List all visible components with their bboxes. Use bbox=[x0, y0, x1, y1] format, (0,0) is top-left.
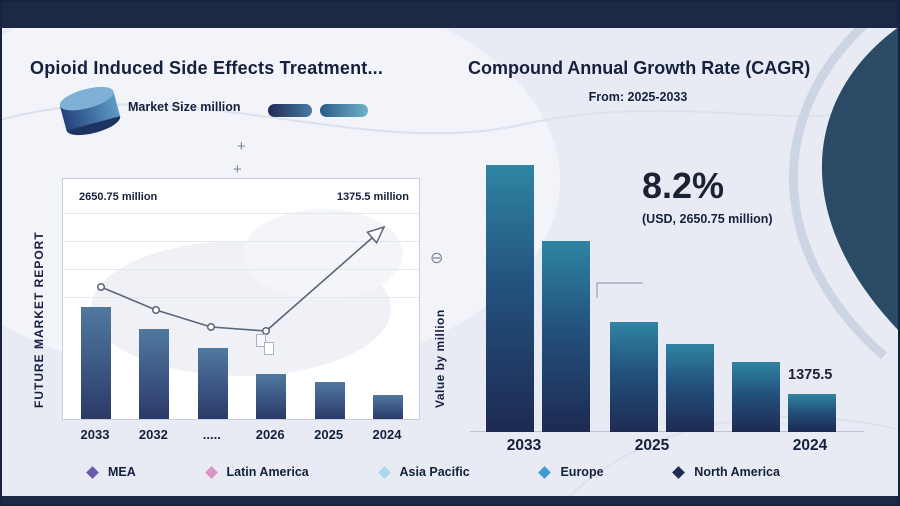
left-chart-title: Opioid Induced Side Effects Treatment... bbox=[30, 58, 384, 78]
left-x-label: ..... bbox=[202, 427, 221, 442]
market-size-chart: 2650.75 million 1375.5 million bbox=[62, 178, 420, 420]
left-x-label: 2026 bbox=[255, 427, 285, 442]
right-x-label: 2025 bbox=[634, 437, 670, 454]
left-x-axis: 2033 2032..... 2026 2025 2024 bbox=[80, 427, 402, 445]
plus-icon: + bbox=[233, 161, 242, 178]
annotation-2024-value: 1375.5 million bbox=[336, 191, 409, 203]
end-value-label: 1375.5 bbox=[788, 367, 833, 383]
mini-page-icon bbox=[264, 342, 274, 355]
trend-arrow bbox=[96, 225, 386, 336]
legend-diamond-icon bbox=[672, 465, 686, 479]
market-size-bar-2024 bbox=[373, 395, 403, 419]
gradient-pill-icon bbox=[320, 104, 368, 117]
annotation-2033-value: 2650.75 million bbox=[79, 191, 158, 203]
future-market-report-label: FUTURE MARKET REPORT bbox=[32, 231, 46, 409]
market-size-bar-2026 bbox=[256, 374, 287, 419]
right-x-label: 2024 bbox=[792, 437, 828, 454]
left-x-label: 2024 bbox=[372, 427, 402, 442]
legend-item-europe: Europe bbox=[538, 465, 604, 479]
left-x-label: 2032 bbox=[138, 427, 168, 442]
legend-diamond-icon bbox=[377, 465, 391, 479]
region-legend: MEA Latin America Asia Pacific Europe North … bbox=[86, 465, 780, 479]
gridline bbox=[63, 241, 419, 242]
plus-icon: + bbox=[237, 138, 246, 155]
cagr-subtitle: From: 2025-2033 bbox=[588, 90, 688, 104]
market-size-bar-..... bbox=[197, 348, 228, 419]
circle-minus-icon: ⊖ bbox=[430, 250, 444, 267]
cylinder-icon bbox=[59, 86, 121, 136]
top-band bbox=[0, 0, 900, 28]
gridline bbox=[63, 269, 419, 270]
market-size-bars bbox=[81, 179, 403, 419]
legend-label: Asia Pacific bbox=[399, 465, 470, 479]
right-chart-baseline bbox=[470, 431, 864, 432]
legend-label: MEA bbox=[108, 465, 136, 479]
chart-background-blob bbox=[243, 209, 403, 299]
legend-item-north-america: North America bbox=[672, 465, 780, 479]
right-x-axis: 2033 2025 2024 bbox=[0, 437, 900, 457]
market-size-legend-label: Market Size million bbox=[128, 100, 241, 114]
legend-diamond-icon bbox=[86, 465, 99, 479]
mini-page-icon bbox=[256, 334, 266, 347]
gradient-pill-icon bbox=[268, 104, 312, 117]
market-size-bar-2025 bbox=[314, 382, 345, 419]
legend-item-asia-pacific: Asia Pacific bbox=[377, 465, 470, 479]
step-bracket-icon bbox=[596, 282, 643, 298]
market-size-bar-2032 bbox=[139, 329, 170, 419]
legend-label: North America bbox=[694, 465, 780, 479]
left-x-label: 2025 bbox=[314, 427, 344, 442]
gridline bbox=[63, 297, 419, 298]
bottom-band bbox=[0, 496, 900, 506]
legend-label: Europe bbox=[560, 465, 604, 479]
legend-item-latin-america: Latin America bbox=[204, 465, 309, 479]
cagr-percentage: 8.2% bbox=[642, 165, 725, 206]
legend-item-mea: MEA bbox=[86, 465, 136, 479]
cagr-usd-note: (USD, 2650.75 million) bbox=[642, 212, 773, 226]
gridline bbox=[63, 213, 419, 214]
legend-diamond-icon bbox=[538, 465, 552, 479]
right-x-label: 2033 bbox=[506, 437, 542, 454]
value-axis-label: Value by million bbox=[433, 309, 447, 409]
left-x-label: 2033 bbox=[80, 427, 110, 442]
legend-label: Latin America bbox=[226, 465, 309, 479]
legend-diamond-icon bbox=[204, 465, 218, 479]
cagr-title: Compound Annual Growth Rate (CAGR) bbox=[468, 58, 811, 78]
market-size-bar-2033 bbox=[81, 307, 111, 419]
